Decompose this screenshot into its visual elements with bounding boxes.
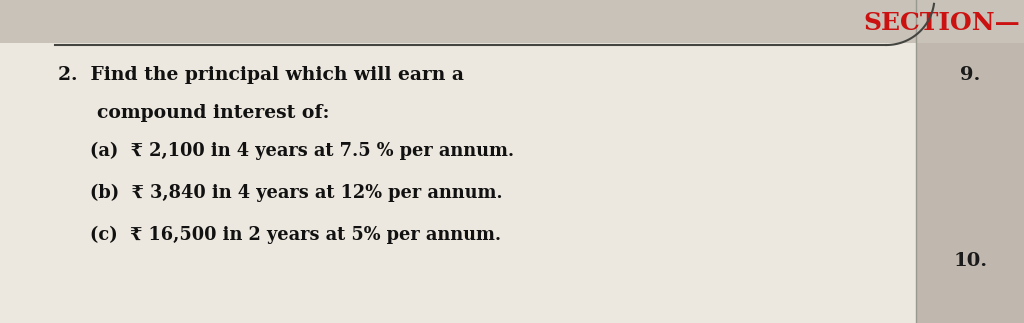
Text: compound interest of:: compound interest of: (58, 104, 330, 122)
Text: (c)  ₹ 16,500 in 2 years at 5% per annum.: (c) ₹ 16,500 in 2 years at 5% per annum. (90, 226, 501, 244)
Bar (0, 0, 1024, 43)
Text: (a)  ₹ 2,100 in 4 years at 7.5 % per annum.: (a) ₹ 2,100 in 4 years at 7.5 % per annu… (90, 142, 514, 160)
Text: (b)  ₹ 3,840 in 4 years at 12% per annum.: (b) ₹ 3,840 in 4 years at 12% per annum. (90, 184, 503, 202)
Bar (0, 0, 916, 323)
Text: SECTION—: SECTION— (863, 11, 1020, 35)
Text: 9.: 9. (961, 66, 980, 84)
Bar (916, 0, 1024, 323)
Text: 10.: 10. (953, 252, 987, 270)
Text: 2.  Find the principal which will earn a: 2. Find the principal which will earn a (58, 66, 464, 84)
